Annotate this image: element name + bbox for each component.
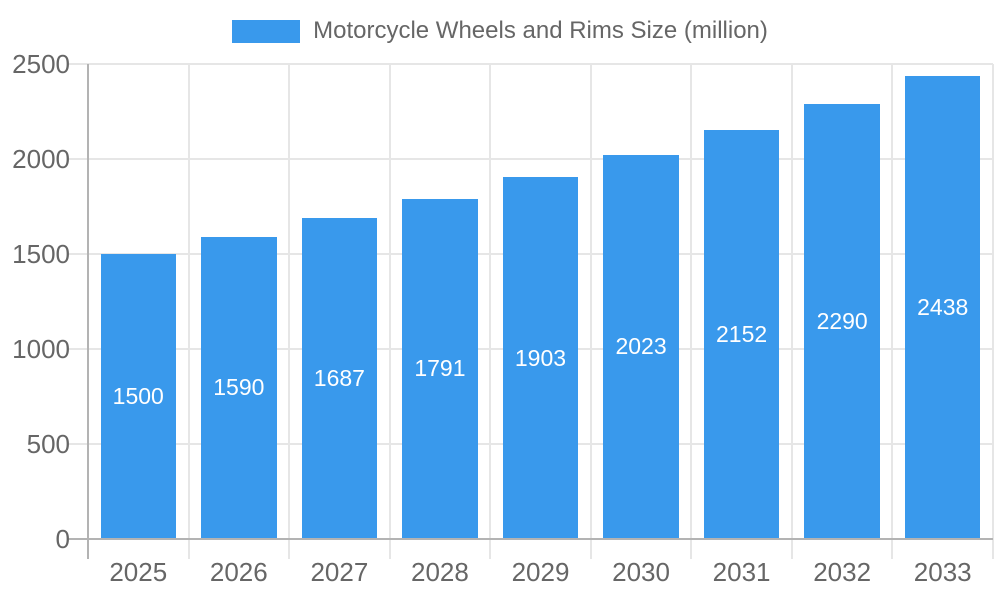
bar-value-label: 1590 [213,374,265,401]
gridline-horizontal [88,158,993,160]
x-tick-label: 2027 [310,557,369,587]
y-tick-mark [68,443,88,445]
x-axis-line [88,538,993,540]
x-tick-label: 2031 [712,557,771,587]
x-tick-mark [992,539,994,559]
y-tick-label: 1000 [12,334,70,364]
y-tick-label: 1500 [12,239,70,269]
gridline-vertical [589,64,592,539]
x-tick-mark [891,539,894,559]
bar-value-label: 1500 [112,383,164,409]
bar-value-label: 2152 [716,321,768,348]
bar-2032[interactable]: 2290 [804,103,880,539]
x-tick-label: 2029 [511,557,570,587]
x-tick-label: 2033 [913,557,972,587]
bar-2026[interactable]: 1590 [201,236,277,539]
y-tick-mark [68,253,88,255]
x-tick-label: 2032 [813,557,872,587]
gridline-vertical [489,64,492,539]
bar-2030[interactable]: 2023 [603,154,679,539]
y-tick-mark [68,538,88,540]
gridline-vertical [992,64,994,539]
x-tick-mark [288,539,291,559]
gridline-vertical [690,64,693,539]
x-tick-label: 2028 [411,557,469,587]
y-tick-mark [68,348,88,350]
gridline-vertical [288,64,291,539]
bar-2033[interactable]: 2438 [905,75,981,539]
x-tick-mark [489,539,492,559]
x-tick-label: 2030 [612,557,670,587]
y-axis-line [87,64,89,539]
gridline-vertical [891,64,894,539]
x-tick-mark [589,539,592,559]
legend-label: Motorcycle Wheels and Rims Size (million… [313,17,768,44]
bar-value-label: 1903 [514,344,567,371]
bar-2027[interactable]: 1687 [301,218,378,539]
x-tick-mark [790,539,793,559]
y-tick-label: 2000 [12,144,70,174]
y-tick-label: 500 [26,429,70,459]
x-tick-label: 2026 [209,557,268,587]
x-tick-mark [87,539,89,559]
bar-2029[interactable]: 1903 [502,177,579,539]
y-tick-label: 2500 [12,49,70,79]
y-tick-label: 0 [55,524,70,554]
bar-2031[interactable]: 2152 [703,130,780,539]
gridline-horizontal [88,63,993,65]
y-tick-mark [68,158,88,160]
gridline-vertical [388,64,391,539]
x-tick-mark [388,539,391,559]
x-tick-mark [187,539,190,559]
plot-area: 1500 1590 1687 1791 1903 2023 2152 2290 2438 [68,63,994,559]
y-tick-mark [68,63,88,65]
legend[interactable]: Motorcycle Wheels and Rims Size (million… [0,17,1000,45]
bar-2028[interactable]: 1791 [402,198,478,539]
bar-value-label: 1687 [313,365,365,392]
bar-2025[interactable]: 1500 [100,254,176,539]
bar-value-label: 2438 [917,293,969,320]
legend-swatch [232,19,301,43]
gridline-vertical [187,64,190,539]
x-tick-mark [690,539,693,559]
bar-value-label: 1791 [414,355,466,382]
bar-value-label: 2023 [615,333,667,360]
bar-value-label: 2290 [816,307,868,334]
gridline-vertical [790,64,793,539]
x-tick-label: 2025 [109,557,168,587]
